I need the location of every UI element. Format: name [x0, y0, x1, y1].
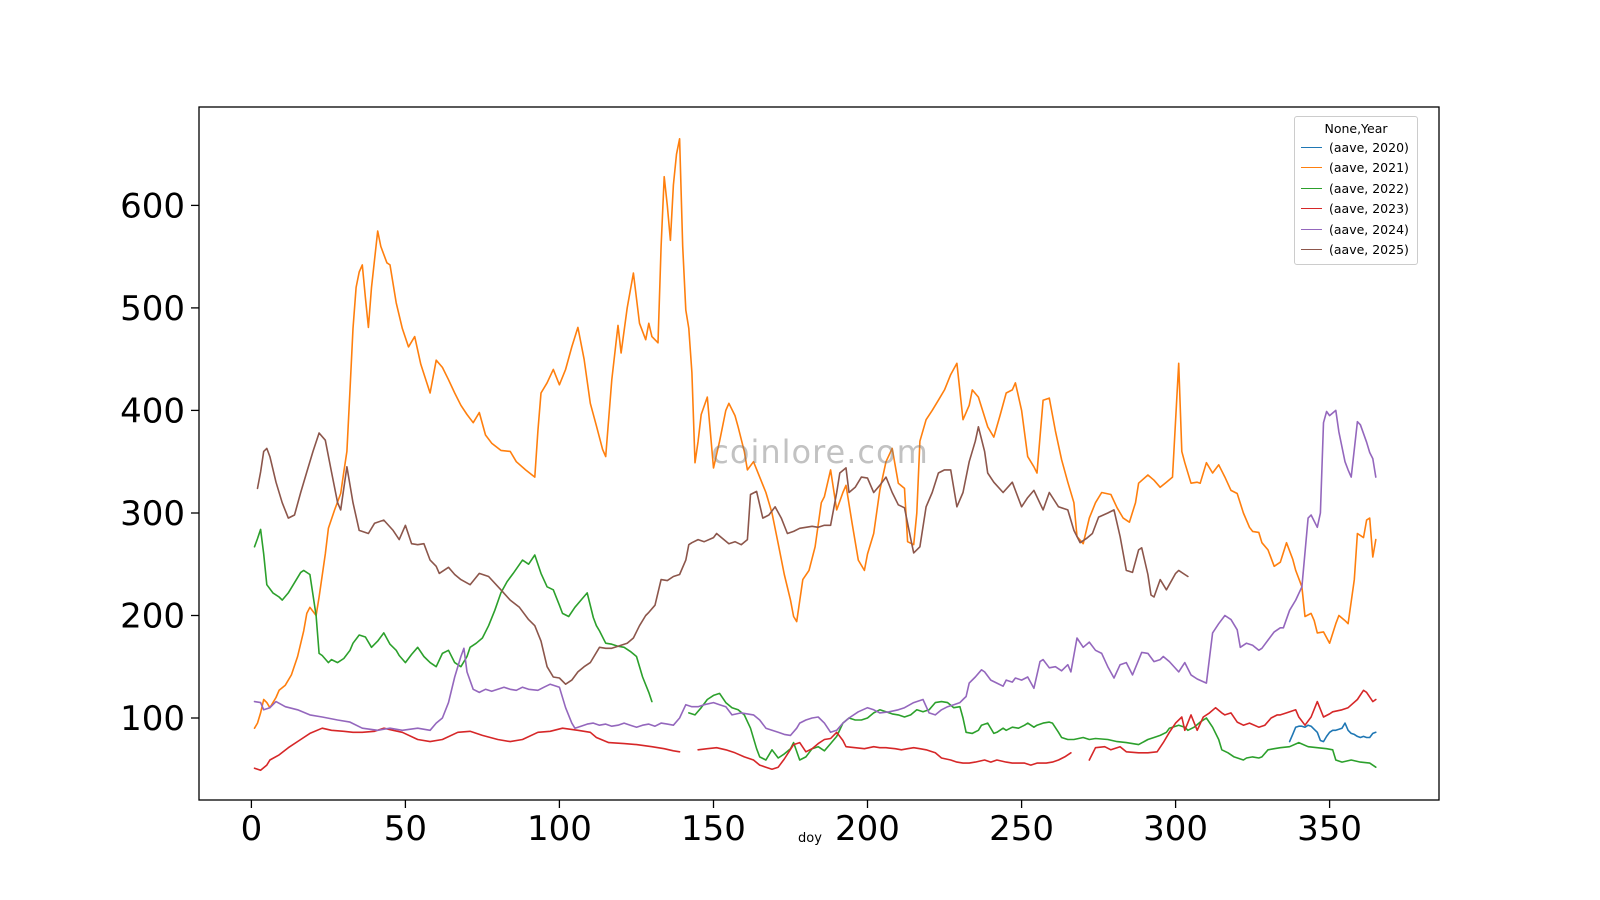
- x-tick-label: 200: [835, 809, 900, 849]
- series-line-2023: [253, 689, 1377, 772]
- x-tick-label: 150: [681, 809, 746, 849]
- legend-item-aave-2025: (aave, 2025): [1301, 240, 1411, 261]
- legend-swatch: [1301, 228, 1322, 230]
- legend-title: None,Year: [1324, 121, 1388, 136]
- x-tick-label: 0: [241, 809, 263, 849]
- legend-label: (aave, 2023): [1329, 201, 1409, 217]
- legend-label: (aave, 2021): [1329, 160, 1409, 176]
- y-tick-label: 600: [120, 186, 185, 226]
- legend-label: (aave, 2022): [1329, 180, 1409, 196]
- legend-swatch: [1301, 208, 1322, 210]
- series-line-2020: [1288, 722, 1377, 743]
- legend-swatch: [1301, 187, 1322, 189]
- legend-item-aave-2023: (aave, 2023): [1301, 199, 1411, 220]
- series-line-2022: [253, 528, 1377, 768]
- y-tick-label: 400: [120, 391, 185, 431]
- legend-item-aave-2021: (aave, 2021): [1301, 158, 1411, 179]
- x-tick-label: 250: [989, 809, 1054, 849]
- x-tick-label: 100: [527, 809, 592, 849]
- y-tick-label: 300: [120, 494, 185, 534]
- legend-item-aave-2024: (aave, 2024): [1301, 219, 1411, 240]
- x-tick-label: 350: [1297, 809, 1362, 849]
- legend-swatch: [1301, 146, 1322, 148]
- legend-label: (aave, 2025): [1329, 242, 1409, 258]
- legend-item-aave-2022: (aave, 2022): [1301, 178, 1411, 199]
- x-axis-label: doy: [798, 831, 822, 846]
- series-line-2021: [253, 138, 1377, 729]
- y-tick-label: 500: [120, 289, 185, 329]
- plot-frame: [198, 106, 1440, 801]
- x-tick-label: 300: [1143, 809, 1208, 849]
- y-tick-label: 200: [120, 597, 185, 637]
- legend-item-aave-2020: (aave, 2020): [1301, 137, 1411, 158]
- series-line-2024: [253, 409, 1377, 737]
- legend-label: (aave, 2020): [1329, 139, 1409, 155]
- legend-swatch: [1301, 167, 1322, 169]
- x-tick-label: 50: [384, 809, 427, 849]
- legend-label: (aave, 2024): [1329, 221, 1409, 237]
- series-line-2025: [256, 426, 1189, 685]
- legend: None,Year (aave, 2020) (aave, 2021) (aave,…: [1294, 116, 1418, 265]
- legend-swatch: [1301, 249, 1322, 251]
- y-tick-label: 100: [120, 699, 185, 739]
